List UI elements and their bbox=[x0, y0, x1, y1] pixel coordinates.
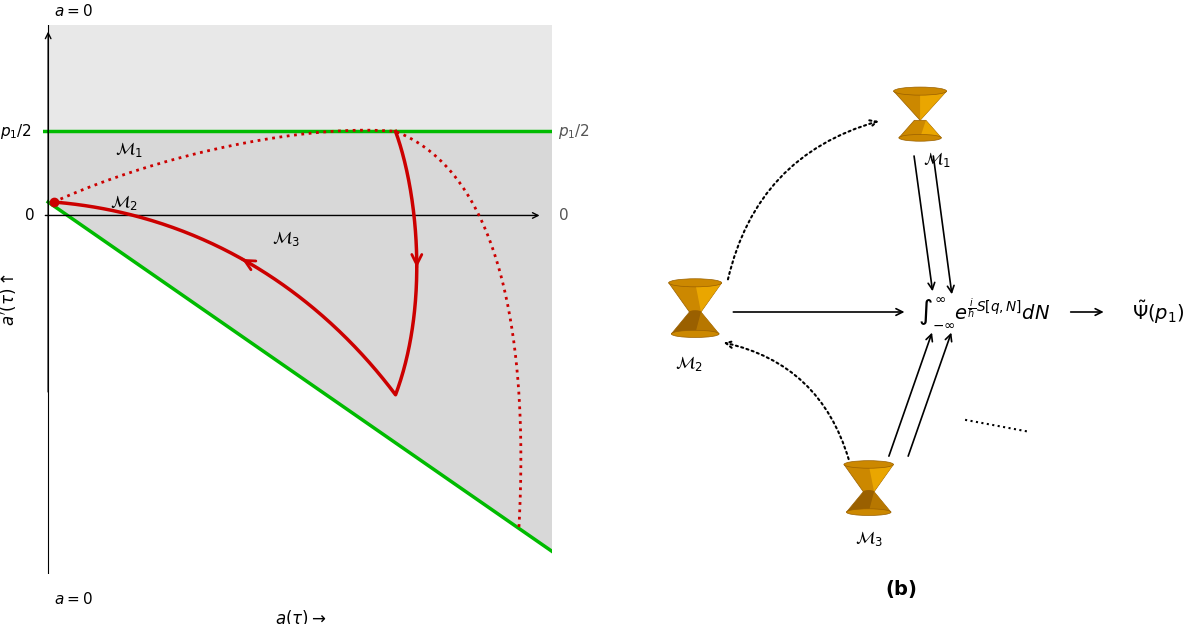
Polygon shape bbox=[920, 91, 946, 120]
Text: $a(\tau) \rightarrow$: $a(\tau) \rightarrow$ bbox=[275, 608, 326, 624]
Ellipse shape bbox=[669, 279, 721, 287]
Ellipse shape bbox=[671, 330, 719, 338]
Polygon shape bbox=[695, 312, 719, 334]
Text: $\mathcal{M}_2$: $\mathcal{M}_2$ bbox=[109, 193, 138, 212]
Ellipse shape bbox=[846, 509, 891, 515]
Text: $\mathcal{M}_2$: $\mathcal{M}_2$ bbox=[675, 354, 702, 373]
Polygon shape bbox=[669, 283, 721, 312]
Text: $\mathcal{M}_1$: $\mathcal{M}_1$ bbox=[923, 150, 951, 169]
Polygon shape bbox=[846, 492, 891, 512]
Text: $a = 0$: $a = 0$ bbox=[54, 3, 93, 19]
Ellipse shape bbox=[894, 87, 946, 95]
Text: $\mathcal{M}_3$: $\mathcal{M}_3$ bbox=[273, 230, 300, 248]
Polygon shape bbox=[48, 25, 552, 132]
Text: $a'(\tau) \uparrow$: $a'(\tau) \uparrow$ bbox=[0, 273, 19, 326]
Polygon shape bbox=[898, 120, 941, 138]
Ellipse shape bbox=[898, 134, 941, 141]
Polygon shape bbox=[869, 464, 894, 492]
Text: $\mathcal{M}_1$: $\mathcal{M}_1$ bbox=[115, 140, 143, 159]
Text: $\int_{-\infty}^{\infty} e^{\frac{i}{\hbar}S[q,N]}dN$: $\int_{-\infty}^{\infty} e^{\frac{i}{\hb… bbox=[919, 296, 1051, 328]
Text: $0$: $0$ bbox=[558, 207, 569, 223]
Text: $\tilde{\Psi}(p_1)$: $\tilde{\Psi}(p_1)$ bbox=[1132, 298, 1184, 326]
Text: $p_1/2$: $p_1/2$ bbox=[0, 122, 31, 141]
Text: $a = 0$: $a = 0$ bbox=[54, 591, 93, 607]
Text: $0$: $0$ bbox=[24, 207, 35, 223]
Text: $p_1/2$: $p_1/2$ bbox=[558, 122, 590, 141]
Polygon shape bbox=[695, 283, 721, 312]
Ellipse shape bbox=[844, 461, 894, 468]
Text: $\mathbf{(b)}$: $\mathbf{(b)}$ bbox=[885, 578, 916, 600]
Polygon shape bbox=[869, 492, 891, 512]
Polygon shape bbox=[671, 312, 719, 334]
Text: $\mathcal{M}_3$: $\mathcal{M}_3$ bbox=[854, 529, 883, 548]
Polygon shape bbox=[920, 120, 941, 138]
Polygon shape bbox=[48, 132, 552, 552]
Polygon shape bbox=[894, 91, 946, 120]
Polygon shape bbox=[844, 464, 894, 492]
Ellipse shape bbox=[863, 490, 875, 494]
Ellipse shape bbox=[689, 310, 701, 314]
